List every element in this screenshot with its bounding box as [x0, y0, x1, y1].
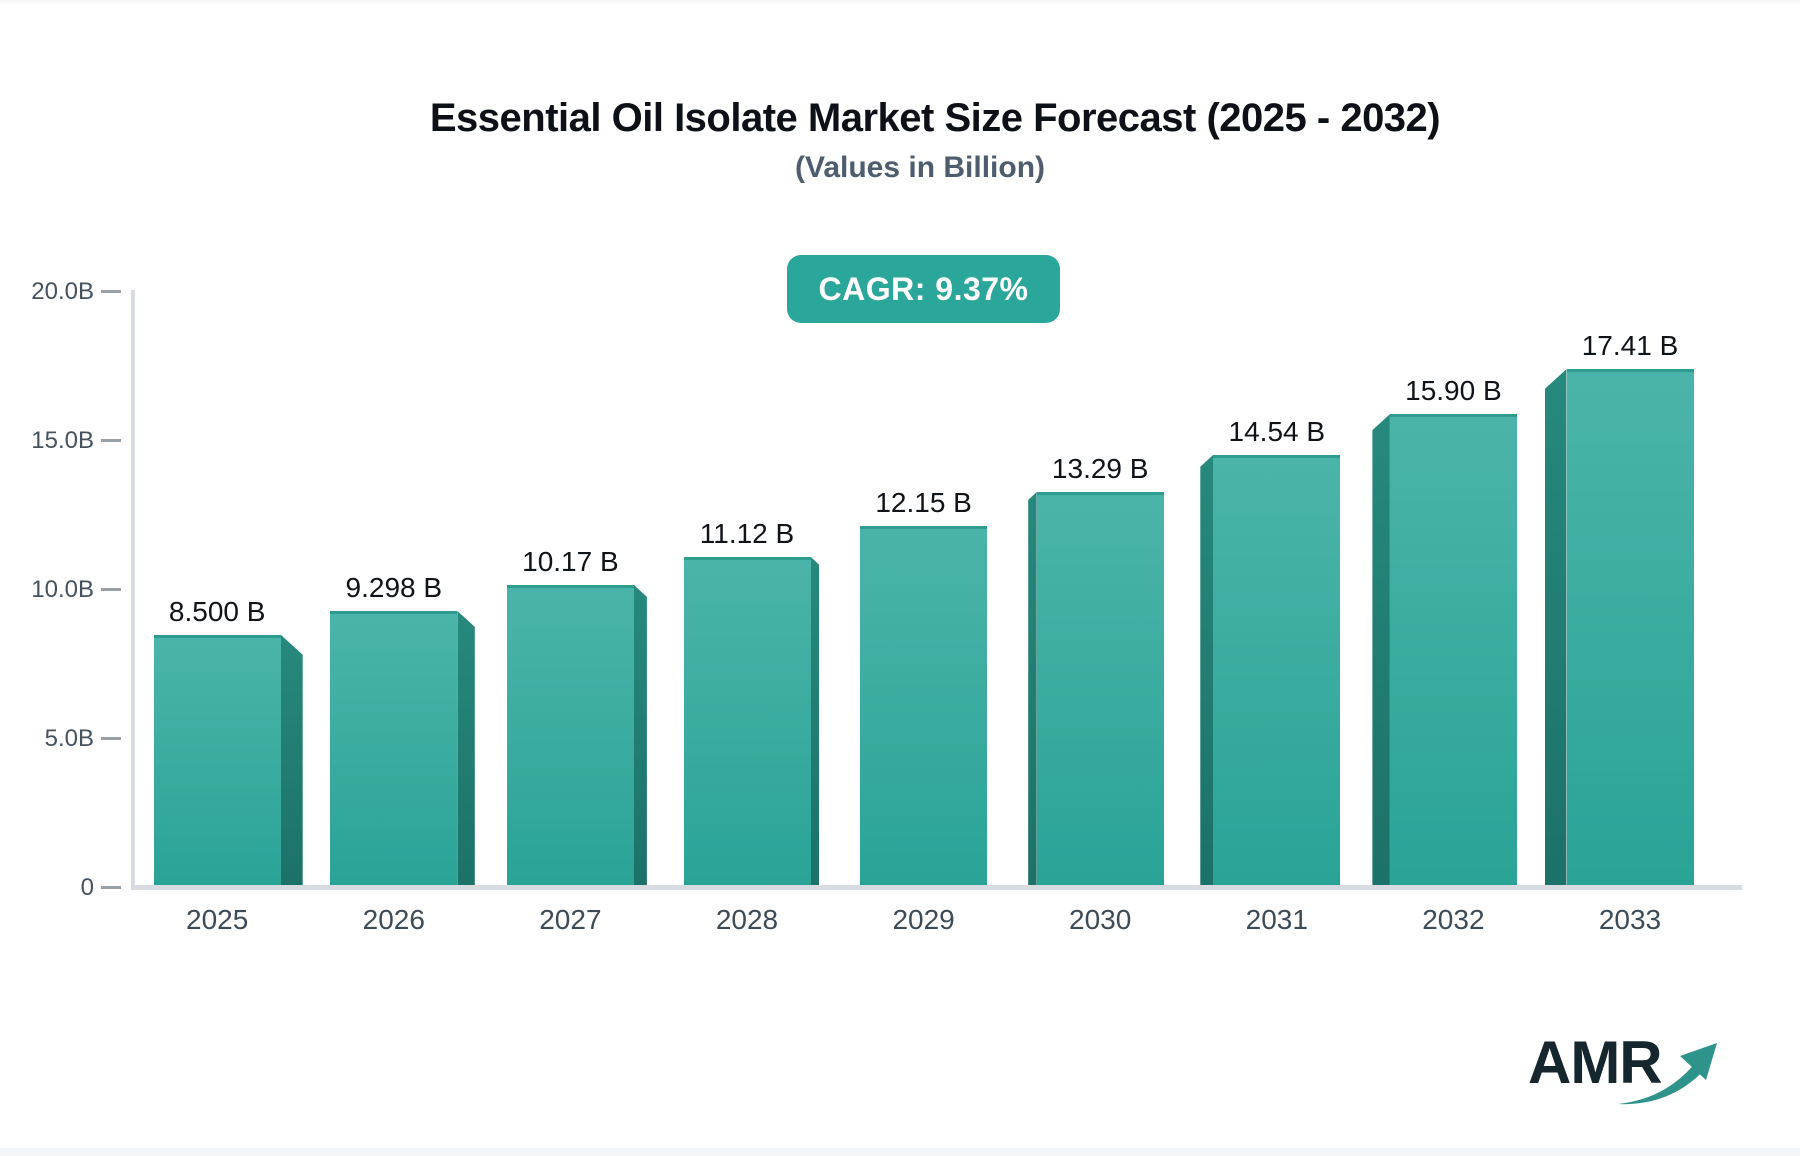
y-axis-tick: [101, 439, 121, 442]
bar-face: [330, 610, 458, 888]
bar-value-label: 15.90 B: [1405, 375, 1502, 407]
y-axis-label: 10.0B: [31, 576, 94, 603]
bar-face: [683, 556, 811, 888]
bar-face: [1036, 491, 1164, 888]
bar-value-label: 11.12 B: [699, 517, 795, 549]
x-axis-label: 2031: [1245, 904, 1308, 935]
x-axis-label: 2027: [539, 904, 602, 935]
bar-face: [1389, 414, 1517, 888]
amr-logo: AMR: [1528, 1032, 1718, 1122]
bar-value-label: 8.500 B: [168, 595, 266, 627]
bar-side-face: [280, 634, 303, 888]
chart-title: Essential Oil Isolate Market Size Foreca…: [429, 96, 1441, 140]
bar-face: [506, 584, 634, 888]
bar-side-face: [1544, 369, 1567, 888]
x-axis-line: [131, 885, 1742, 890]
y-axis-tick: [101, 588, 121, 591]
top-border-strip: [0, 0, 1800, 3]
x-axis-label: 2030: [1069, 904, 1132, 935]
bar-value-label: 12.15 B: [875, 486, 972, 518]
bar-side-face: [1028, 491, 1037, 888]
bar-value-label: 9.298 B: [345, 571, 443, 603]
x-axis-label: 2029: [892, 904, 955, 935]
growth-arrow-icon: [1614, 1038, 1726, 1117]
bar-face: [153, 634, 281, 888]
bar-side-face: [457, 610, 475, 888]
amr-logo-text: AMR: [1528, 1029, 1663, 1096]
bar-value-label: 17.41 B: [1581, 330, 1679, 362]
cagr-badge: CAGR: 9.37%: [787, 255, 1060, 323]
bar-side-face: [633, 584, 647, 888]
y-axis-label: 0: [80, 874, 94, 901]
y-axis-label: 15.0B: [31, 427, 94, 454]
y-axis-label: 5.0B: [44, 725, 94, 752]
bar-face: [1566, 369, 1694, 888]
bar-side-face: [1372, 414, 1390, 888]
chart-subtitle: (Values in Billion): [794, 151, 1046, 184]
x-axis-label: 2025: [186, 904, 249, 935]
bar-value-label: 10.17 B: [522, 545, 619, 577]
y-axis-line: [131, 290, 135, 890]
x-axis-label: 2032: [1422, 904, 1485, 935]
y-axis-tick: [101, 886, 121, 889]
x-axis-label: 2033: [1598, 904, 1662, 935]
bar-value-label: 13.29 B: [1051, 452, 1149, 484]
y-axis-tick: [101, 290, 121, 293]
x-axis-label: 2028: [715, 904, 779, 935]
bar-side-face: [1200, 454, 1214, 888]
x-axis-label: 2026: [362, 904, 425, 935]
y-axis-tick: [101, 737, 121, 740]
bar-face: [860, 525, 988, 888]
bottom-border-strip: [0, 1148, 1800, 1156]
bar-face: [1213, 454, 1341, 888]
y-axis-label: 20.0B: [31, 278, 94, 305]
bar-side-face: [810, 556, 819, 888]
bar-value-label: 14.54 B: [1228, 415, 1326, 447]
